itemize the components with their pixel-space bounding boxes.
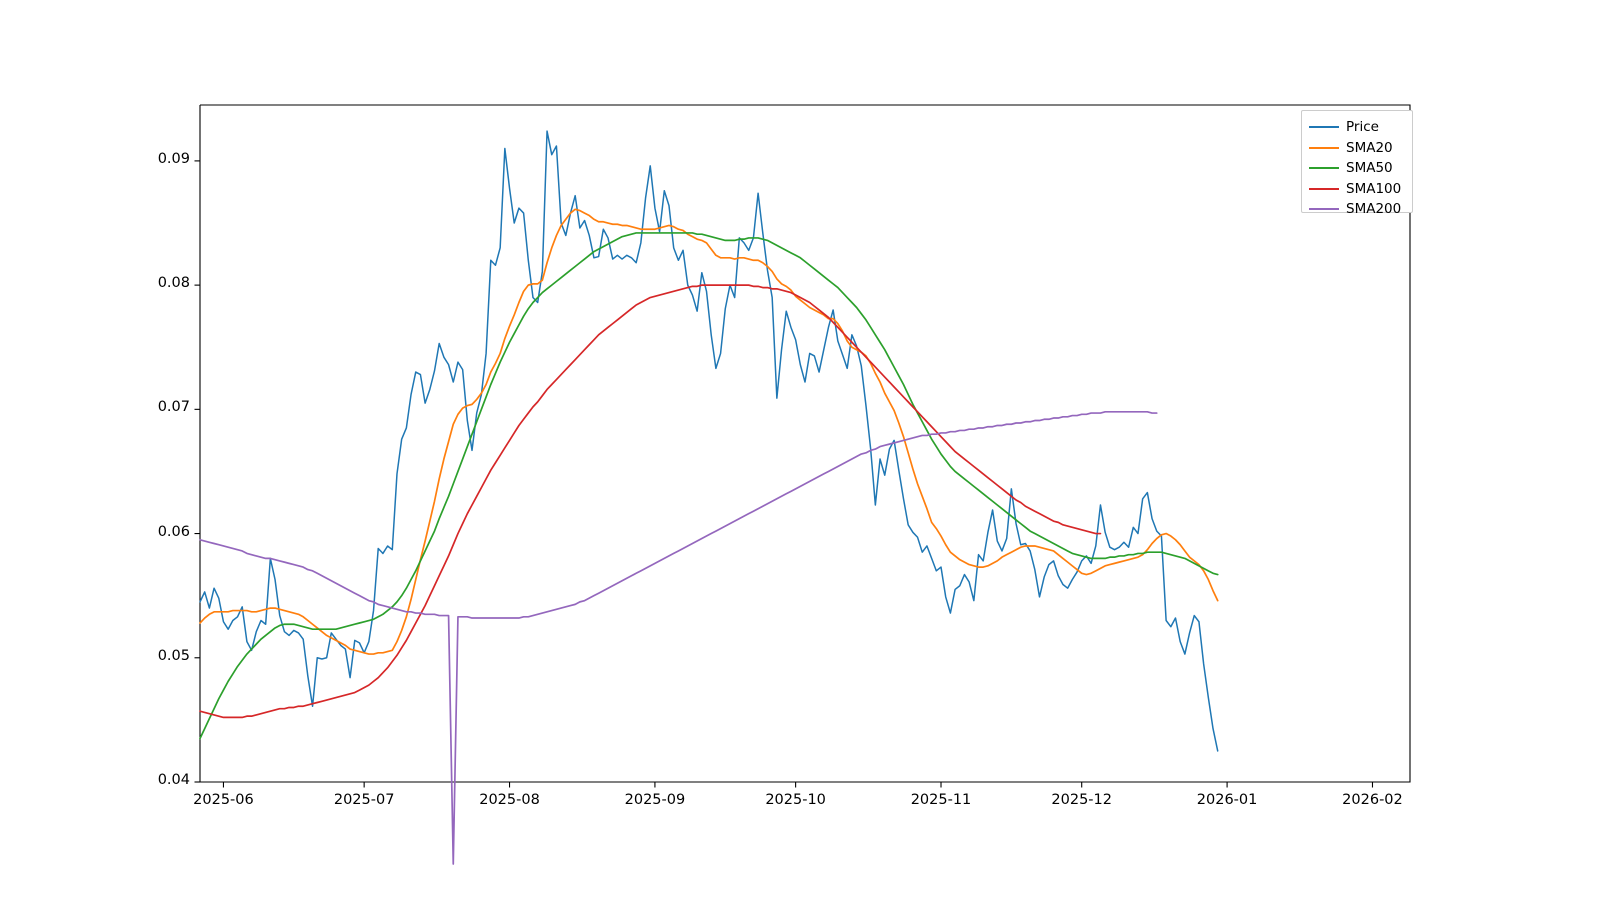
- legend-swatch-sma50: [1309, 167, 1339, 169]
- x-axis-tick-label: 2025-07: [333, 792, 395, 808]
- x-axis-tick-label: 2025-06: [193, 792, 254, 808]
- y-axis-tick-label: 0.06: [157, 523, 190, 540]
- legend-item-price[interactable]: Price: [1302, 117, 1412, 137]
- legend-label: SMA100: [1346, 180, 1402, 197]
- x-axis-tick-label: 2025-12: [1051, 792, 1112, 808]
- legend-label: SMA200: [1346, 201, 1402, 217]
- x-axis-tick-label: 2025-10: [765, 792, 826, 808]
- series-line-sma200: [199, 410, 1158, 865]
- x-axis-tick-label: 2025-08: [479, 792, 540, 808]
- legend-label: SMA50: [1346, 160, 1393, 176]
- x-axis-tick-label: 2025-09: [624, 792, 686, 808]
- y-axis-tick-label: 0.07: [157, 399, 190, 416]
- legend-swatch-sma200: [1309, 208, 1339, 210]
- series-line-price: [199, 130, 1219, 752]
- series-line-sma100: [199, 284, 1102, 719]
- series-line-sma20: [199, 208, 1219, 655]
- y-axis-tick-label: 0.08: [157, 275, 190, 292]
- axes-spines: [199, 104, 1411, 783]
- y-axis-tick-label: 0.05: [157, 647, 190, 664]
- legend-swatch-sma100: [1309, 187, 1339, 190]
- legend-item-sma200[interactable]: SMA200: [1302, 199, 1412, 219]
- series-line-sma50: [199, 232, 1219, 740]
- x-axis-tick-label: 2025-11: [910, 792, 972, 808]
- legend-item-sma100[interactable]: SMA100: [1302, 179, 1412, 199]
- legend-swatch-sma20: [1309, 146, 1339, 149]
- legend-item-sma20[interactable]: SMA20: [1302, 138, 1412, 158]
- legend-item-sma50[interactable]: SMA50: [1302, 158, 1412, 178]
- x-axis-tick-label: 2026-01: [1196, 792, 1258, 808]
- legend-label: SMA20: [1346, 139, 1393, 156]
- x-axis-tick-label: 2026-02: [1342, 792, 1403, 808]
- chart-legend: Price SMA20 SMA50 SMA100 SMA200: [1301, 110, 1413, 217]
- legend-label: Price: [1346, 119, 1379, 135]
- y-axis-tick-label: 0.04: [157, 772, 190, 788]
- y-axis-tick-label: 0.09: [157, 150, 190, 167]
- legend-swatch-price: [1309, 126, 1339, 128]
